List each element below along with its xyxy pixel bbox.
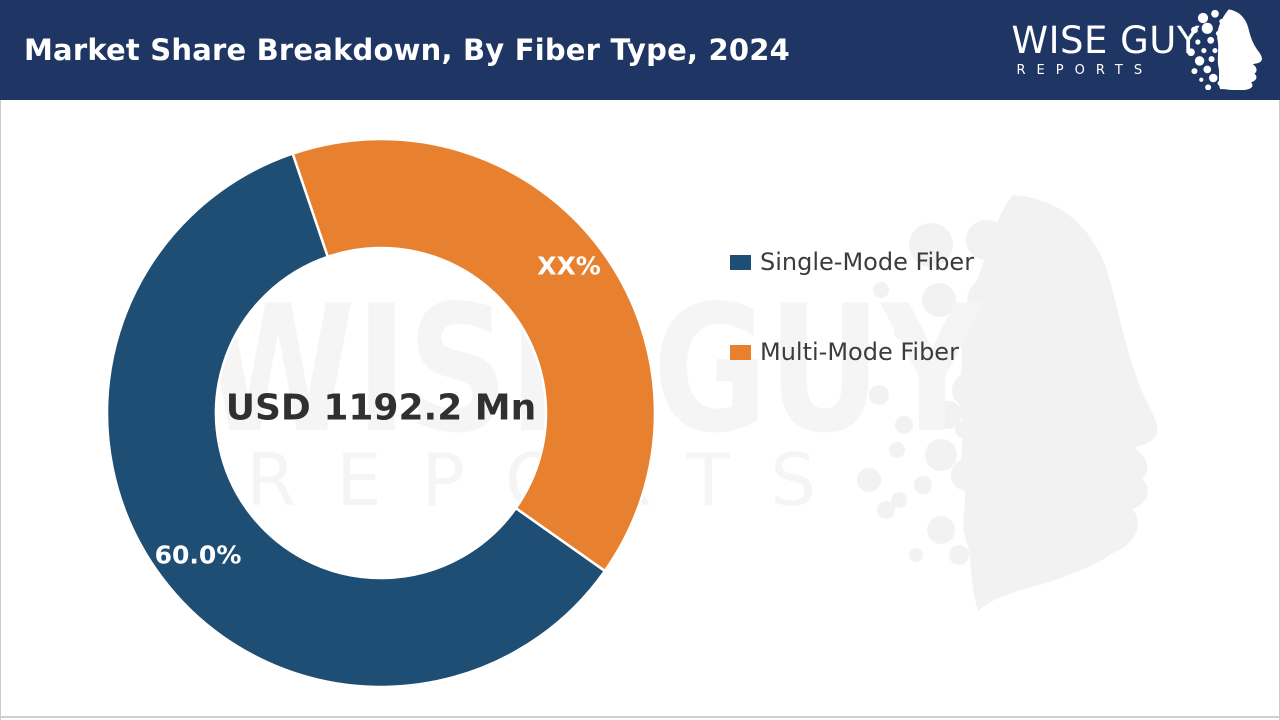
- slice-label-single-mode: 60.0%: [154, 540, 242, 570]
- center-value-label: USD 1192.2 Mn: [225, 387, 537, 429]
- bottom-divider: [1, 716, 1279, 718]
- legend-swatch-orange: [730, 344, 751, 360]
- slice-single-mode-fiber: [105, 152, 607, 689]
- header-bar: Market Share Breakdown, By Fiber Type, 2…: [0, 0, 1280, 100]
- legend-item-multi-mode: Multi-Mode Fiber: [730, 336, 974, 368]
- logo-subtitle: REPORTS: [1016, 63, 1154, 78]
- slice-label-multi-mode: XX%: [537, 251, 601, 281]
- wise-guy-logo: WISE GUY REPORTS: [1012, 6, 1270, 94]
- logo-text: WISE GUY REPORTS: [1012, 22, 1200, 78]
- logo-wordmark: WISE GUY: [1011, 19, 1200, 62]
- page-title: Market Share Breakdown, By Fiber Type, 2…: [24, 33, 790, 67]
- chart-area: WISE GUY REPORTS XX% 60.0% USD 1192.2 Mn…: [0, 100, 1280, 720]
- legend-label: Multi-Mode Fiber: [760, 338, 959, 366]
- legend-label: Single-Mode Fiber: [760, 248, 975, 276]
- legend: Single-Mode Fiber Multi-Mode Fiber: [730, 246, 974, 426]
- slice-multi-mode-fiber: [291, 137, 657, 573]
- watermark-face-icon: [857, 195, 1158, 611]
- face-profile-icon: [1184, 6, 1270, 94]
- donut-chart: [105, 137, 657, 689]
- legend-item-single-mode: Single-Mode Fiber: [730, 246, 974, 278]
- legend-swatch-blue: [730, 254, 751, 270]
